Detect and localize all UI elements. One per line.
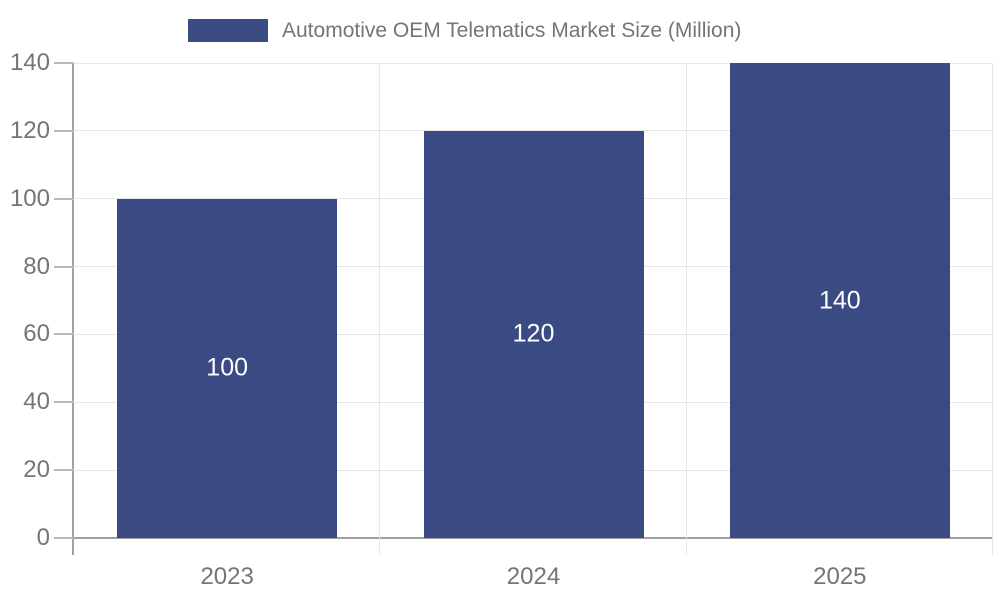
bar-2025[interactable]: 140 bbox=[729, 63, 950, 538]
bar-2024[interactable]: 120 bbox=[423, 130, 644, 538]
y-tick-mark bbox=[54, 129, 74, 132]
gridline-horizontal bbox=[74, 62, 993, 64]
x-tick-label-2023: 2023 bbox=[200, 563, 254, 590]
x-tick-label-2025: 2025 bbox=[813, 563, 867, 590]
chart-title: Automotive OEM Telematics Market Size (M… bbox=[282, 19, 742, 42]
y-tick-mark bbox=[54, 265, 74, 268]
y-tick-mark bbox=[54, 469, 74, 472]
y-tick-label: 120 bbox=[9, 116, 50, 144]
chart-legend[interactable]: Automotive OEM Telematics Market Size (M… bbox=[188, 14, 741, 47]
x-axis-line bbox=[72, 537, 993, 539]
bar-2023[interactable]: 100 bbox=[117, 198, 338, 538]
gridline-vertical bbox=[992, 63, 993, 555]
y-tick-label: 80 bbox=[23, 252, 50, 280]
gridline-vertical bbox=[686, 63, 687, 555]
gridline-vertical bbox=[379, 63, 380, 555]
y-tick-label: 140 bbox=[9, 49, 50, 76]
plot-area: 100 120 140 bbox=[74, 62, 993, 555]
y-tick-label: 20 bbox=[23, 456, 50, 484]
legend-swatch-icon bbox=[188, 19, 268, 42]
y-tick-label: 40 bbox=[23, 388, 50, 416]
y-tick-label: 60 bbox=[23, 320, 50, 348]
bar-value-label: 120 bbox=[512, 319, 555, 348]
y-tick-label: 0 bbox=[36, 524, 50, 551]
y-tick-mark bbox=[54, 62, 74, 64]
y-tick-mark bbox=[54, 333, 74, 336]
y-tick-mark bbox=[54, 537, 74, 539]
y-tick-mark bbox=[54, 401, 74, 404]
y-tick-label: 100 bbox=[9, 184, 50, 212]
gridline-horizontal bbox=[74, 130, 993, 132]
x-tick-label-2024: 2024 bbox=[506, 563, 561, 590]
y-axis-line bbox=[72, 63, 74, 555]
bar-value-label: 100 bbox=[206, 353, 249, 382]
y-tick-mark bbox=[54, 197, 74, 200]
bar-value-label: 140 bbox=[818, 286, 861, 314]
